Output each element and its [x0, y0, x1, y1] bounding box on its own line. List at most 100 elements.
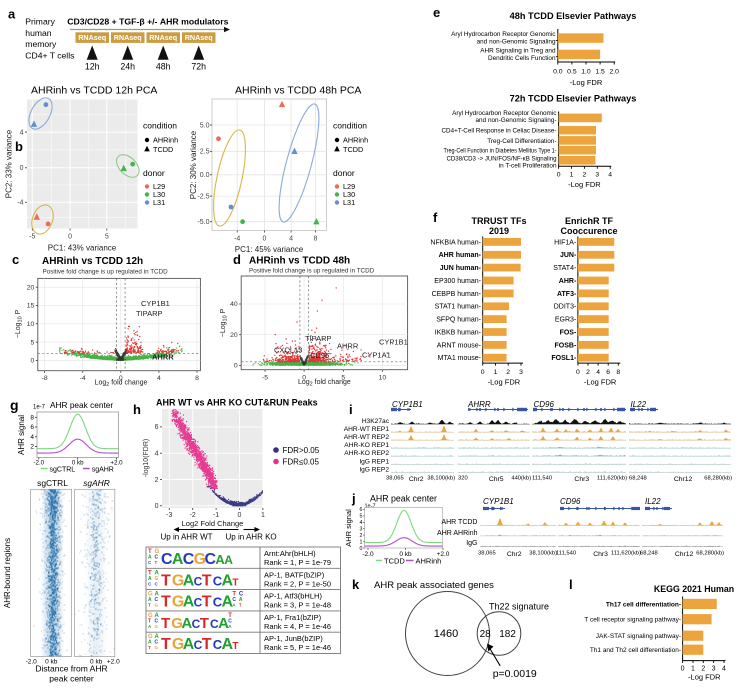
- svg-text:A: A: [183, 636, 195, 653]
- svg-text:2: 2: [30, 444, 34, 451]
- svg-text:Log2 fold change: Log2 fold change: [298, 379, 351, 388]
- svg-text:0: 0: [20, 165, 24, 172]
- svg-text:38,100(kb): 38,100(kb): [427, 476, 455, 482]
- svg-text:C: C: [213, 637, 223, 652]
- svg-text:FOSB-: FOSB-: [555, 342, 577, 349]
- svg-text:24h: 24h: [120, 62, 135, 72]
- svg-text:Positive fold change is up reg: Positive fold change is up regulated in …: [249, 268, 375, 275]
- svg-text:T: T: [161, 636, 171, 653]
- svg-text:Up in AHR WT: Up in AHR WT: [161, 533, 213, 542]
- svg-text:Aryl Hydrocarbon Receptor Geno: Aryl Hydrocarbon Receptor Genomic: [452, 110, 557, 117]
- svg-text:8: 8: [314, 236, 318, 243]
- svg-text:AHRR: AHRR: [152, 353, 174, 362]
- svg-text:FOS-: FOS-: [560, 329, 577, 336]
- svg-text:4: 4: [608, 172, 612, 179]
- svg-text:C: C: [155, 581, 159, 586]
- svg-text:3: 3: [519, 369, 523, 376]
- svg-text:A: A: [148, 555, 152, 561]
- svg-text:C: C: [210, 617, 219, 631]
- svg-text:CYP1B1: CYP1B1: [379, 338, 408, 347]
- svg-text:A: A: [215, 552, 225, 567]
- svg-text:G: G: [171, 615, 183, 632]
- svg-text:20: 20: [27, 284, 35, 291]
- svg-text:2.0: 2.0: [609, 69, 619, 76]
- svg-text:6: 6: [30, 424, 34, 431]
- svg-text:TCDD: TCDD: [343, 145, 363, 154]
- svg-text:RNAseq: RNAseq: [149, 33, 177, 42]
- svg-text:A: A: [183, 594, 195, 611]
- svg-text:TCDD: TCDD: [153, 145, 173, 154]
- svg-text:A: A: [148, 624, 152, 629]
- svg-text:T: T: [148, 618, 151, 624]
- svg-text:AHR-bound regions: AHR-bound regions: [3, 538, 12, 608]
- svg-text:Rank = 3, P = 1e-48: Rank = 3, P = 1e-48: [264, 601, 331, 610]
- svg-text:in T-cell Proliferation: in T-cell Proliferation: [499, 162, 557, 169]
- svg-text:AHRinh vs TCDD 48h PCA: AHRinh vs TCDD 48h PCA: [235, 84, 361, 96]
- svg-text:0: 0: [302, 375, 306, 382]
- svg-text:AHRinh: AHRinh: [153, 136, 178, 145]
- svg-text:C: C: [155, 597, 159, 603]
- svg-text:CYP1A1: CYP1A1: [362, 351, 391, 360]
- svg-text:−Log10 P: −Log10 P: [220, 308, 229, 337]
- svg-text:0: 0: [360, 546, 363, 552]
- svg-text:-Log FDR: -Log FDR: [570, 78, 603, 87]
- svg-text:AHR peak associated genes: AHR peak associated genes: [374, 580, 494, 591]
- svg-text:10: 10: [379, 375, 387, 382]
- svg-text:Chr3: Chr3: [574, 476, 589, 483]
- svg-text:Chr12: Chr12: [675, 551, 694, 558]
- svg-text:Cooccurence: Cooccurence: [560, 226, 617, 236]
- svg-text:AHRinh: AHRinh: [416, 557, 442, 566]
- svg-text:Rank = 1, P = 1e-79: Rank = 1, P = 1e-79: [264, 558, 331, 567]
- svg-text:4: 4: [30, 434, 34, 441]
- svg-text:T cell receptor signaling path: T cell receptor signaling pathway-: [584, 617, 681, 624]
- svg-text:AHRinh vs TCDD 48h: AHRinh vs TCDD 48h: [249, 256, 350, 267]
- svg-text:3: 3: [360, 527, 363, 533]
- svg-text:G: G: [172, 636, 184, 653]
- svg-text:H3K27ac: H3K27ac: [362, 418, 390, 425]
- svg-text:C: C: [161, 551, 173, 568]
- svg-text:8: 8: [616, 369, 620, 376]
- svg-text:4: 4: [722, 666, 726, 673]
- svg-text:2.5: 2.5: [200, 149, 210, 156]
- svg-text:AHRinh: AHRinh: [343, 136, 368, 145]
- svg-text:Treg-Cell Function in Diabetes: Treg-Cell Function in Diabetes Mellitus …: [444, 148, 557, 155]
- svg-text:T: T: [239, 603, 242, 608]
- svg-text:G: G: [155, 576, 159, 582]
- svg-text:2: 2: [506, 369, 510, 376]
- svg-text:T: T: [148, 603, 151, 608]
- svg-text:-5: -5: [262, 375, 268, 382]
- svg-text:ATF3-: ATF3-: [557, 291, 577, 298]
- svg-text:TIPARP: TIPARP: [305, 334, 332, 343]
- svg-text:IgG REP2: IgG REP2: [359, 466, 389, 473]
- svg-text:Arnt:Ahr(bHLH): Arnt:Ahr(bHLH): [264, 549, 316, 558]
- svg-text:0 kb: 0 kb: [90, 659, 103, 666]
- svg-text:L31: L31: [153, 198, 165, 207]
- svg-text:-5.0: -5.0: [197, 219, 209, 226]
- svg-text:AHRinh vs TCDD 12h: AHRinh vs TCDD 12h: [42, 256, 143, 267]
- svg-text:sgCTRL: sgCTRL: [50, 466, 76, 473]
- svg-text:AHR-: AHR-: [559, 278, 577, 285]
- svg-text:Chr12: Chr12: [674, 476, 693, 483]
- svg-text:EGR3-: EGR3-: [555, 317, 577, 324]
- svg-text:2: 2: [586, 369, 590, 376]
- svg-text:-2.5: -2.5: [197, 194, 209, 201]
- svg-text:CD4+ T cells: CD4+ T cells: [25, 51, 74, 61]
- svg-text:1: 1: [261, 512, 265, 519]
- svg-text:b: b: [15, 139, 23, 154]
- svg-text:-Log FDR: -Log FDR: [568, 180, 601, 189]
- svg-text:320: 320: [458, 476, 468, 482]
- svg-text:donor: donor: [333, 168, 355, 178]
- svg-text:C: C: [194, 574, 203, 588]
- svg-text:0: 0: [68, 234, 72, 241]
- svg-text:AHR WT vs AHR KO CUT&RUN Peaks: AHR WT vs AHR KO CUT&RUN Peaks: [156, 398, 318, 408]
- svg-text:1e-7: 1e-7: [365, 504, 376, 510]
- svg-text:68,248: 68,248: [640, 551, 658, 557]
- svg-text:5.0: 5.0: [200, 122, 210, 129]
- svg-text:111,540: 111,540: [556, 551, 576, 557]
- svg-text:G: G: [194, 551, 206, 568]
- svg-text:2: 2: [701, 666, 705, 673]
- svg-text:4: 4: [289, 236, 293, 243]
- svg-text:AHR AHRinh: AHR AHRinh: [437, 530, 478, 537]
- svg-text:68,248: 68,248: [629, 476, 647, 482]
- svg-text:PC1: 43% variance: PC1: 43% variance: [48, 244, 117, 253]
